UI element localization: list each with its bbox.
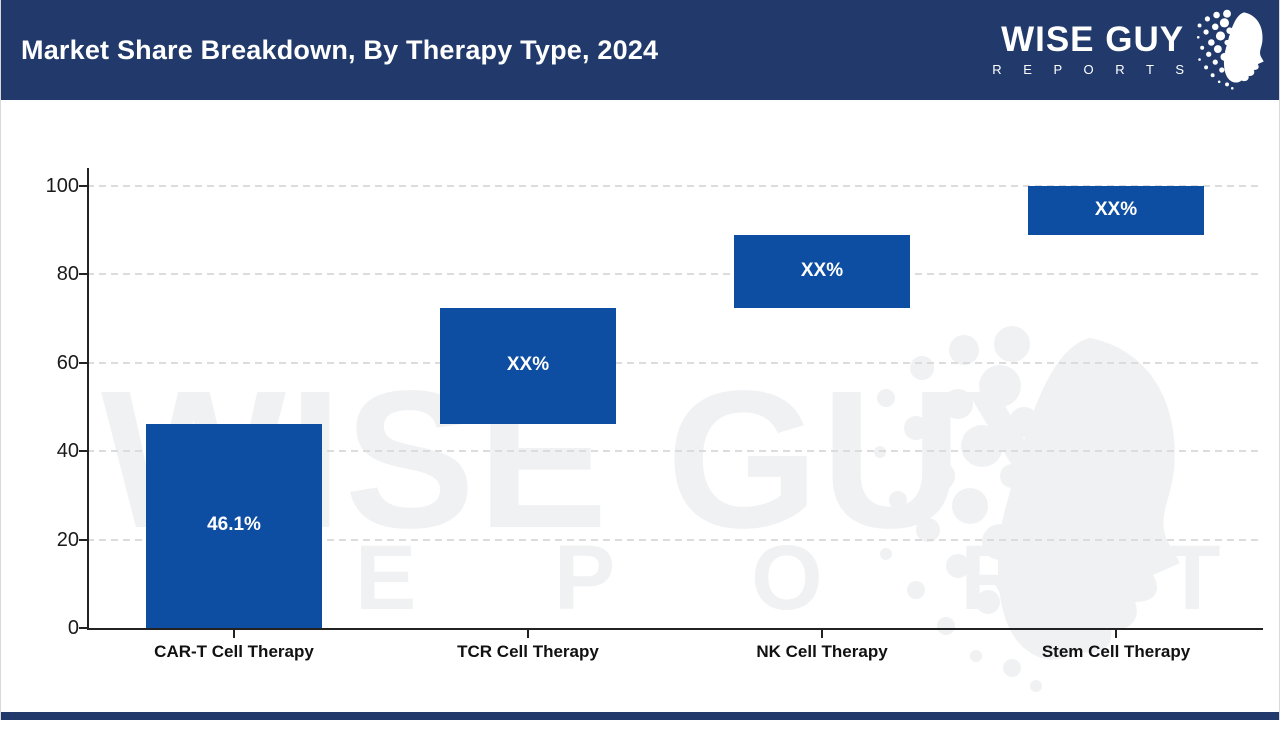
x-tick-mark [527, 630, 529, 638]
brand-logo-text: WISE GUY R E P O R T S [992, 20, 1193, 77]
gridline-100 [87, 185, 1263, 187]
y-tick-mark [79, 538, 87, 541]
x-axis [87, 628, 1263, 630]
bar-1 [146, 424, 322, 628]
bar-value-label: XX% [1094, 198, 1138, 220]
y-tick-mark [79, 450, 87, 453]
head-dots-icon [1193, 8, 1265, 99]
bar-value-label: XX% [506, 354, 550, 376]
y-tick-mark [79, 273, 87, 276]
footer-bar [1, 712, 1279, 720]
x-tick-mark [821, 630, 823, 638]
x-tick-mark [1115, 630, 1117, 638]
y-tick-mark [79, 185, 87, 187]
bar-4 [1028, 186, 1204, 236]
brand-subtext: R E P O R T S [992, 62, 1193, 77]
gridline-60 [87, 361, 1263, 364]
gridline-20 [87, 538, 1263, 541]
y-axis [87, 168, 89, 630]
bar-value-label: 46.1% [207, 514, 261, 536]
bar-value-label: XX% [800, 259, 844, 281]
page-title: Market Share Breakdown, By Therapy Type,… [21, 34, 659, 65]
gridline-40 [87, 450, 1263, 453]
bar-2 [440, 308, 616, 425]
y-tick-label: 100 [45, 175, 79, 197]
y-tick-label: 0 [67, 617, 79, 639]
y-tick-mark [79, 627, 87, 629]
y-tick-mark [79, 361, 87, 364]
category-label: NK Cell Therapy [756, 642, 888, 661]
brand-wordmark: WISE GUY [1001, 20, 1185, 59]
x-tick-mark [233, 630, 235, 638]
bar-3 [734, 235, 910, 309]
category-label: TCR Cell Therapy [457, 642, 599, 661]
y-tick-label: 40 [56, 440, 79, 463]
category-label: CAR-T Cell Therapy [154, 642, 314, 661]
gridline-80 [87, 273, 1263, 276]
y-tick-label: 60 [56, 351, 79, 374]
brand-logo: WISE GUY R E P O R T S [992, 6, 1265, 94]
header-bar: Market Share Breakdown, By Therapy Type,… [1, 0, 1279, 100]
head-dots-watermark-icon [856, 300, 1186, 735]
y-tick-label: 80 [56, 263, 79, 286]
category-label: Stem Cell Therapy [1041, 642, 1191, 661]
y-tick-label: 20 [56, 528, 79, 551]
chart-page: { "header": { "title": "Market Share Bre… [0, 0, 1280, 720]
chart-area: WISE GUY R E P O R T S 02040608010046.1%… [1, 100, 1280, 712]
